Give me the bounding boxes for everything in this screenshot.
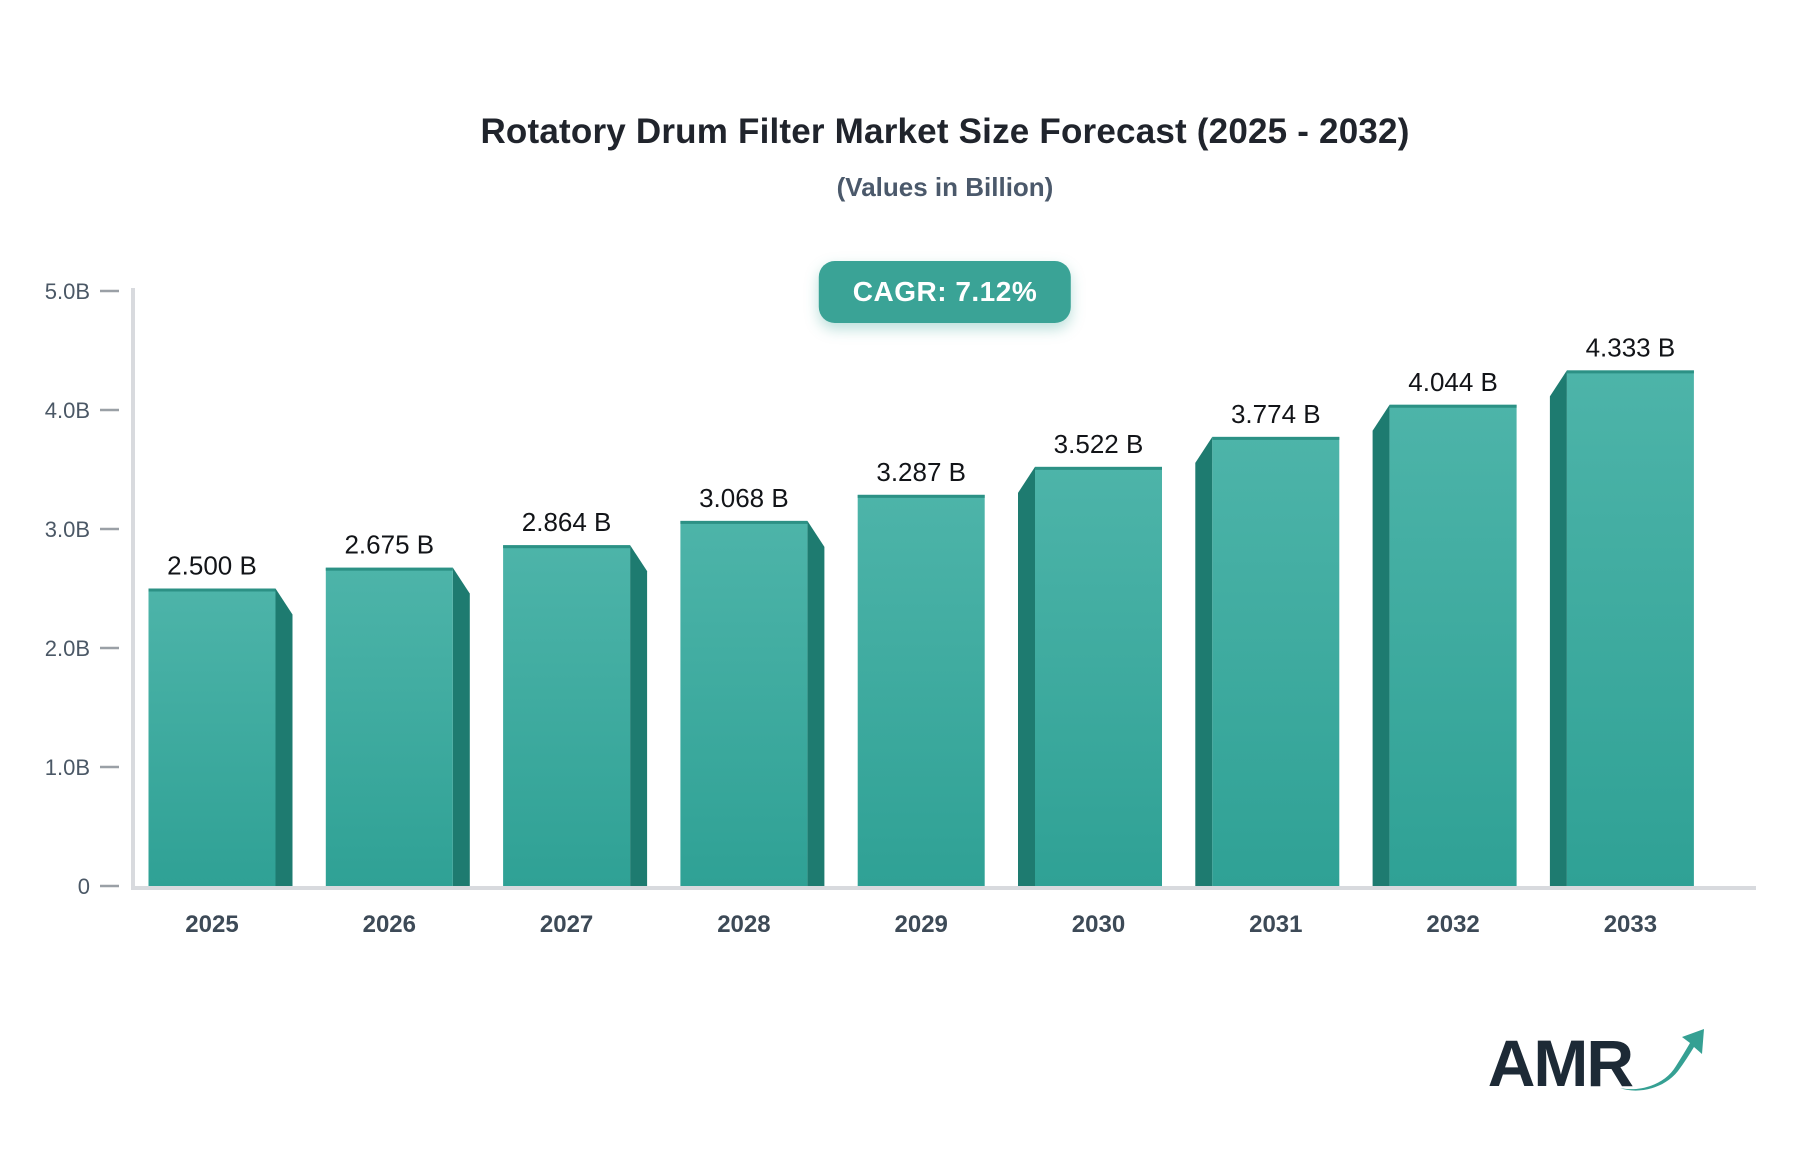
bar-value-label: 4.333 B — [1586, 332, 1676, 362]
bar-top-edge-2032 — [1389, 404, 1517, 408]
x-axis-label: 2031 — [1249, 911, 1302, 938]
bar-top-edge-2029 — [857, 494, 985, 498]
chart-title: Rotatory Drum Filter Market Size Forecas… — [480, 112, 1410, 151]
bar-side-2032 — [1372, 404, 1390, 886]
x-axis-label: 2027 — [540, 911, 593, 938]
bar-value-label: 3.774 B — [1231, 399, 1321, 429]
bar-value-label: 2.864 B — [522, 507, 612, 537]
bar-side-2026 — [452, 567, 470, 886]
amr-logo: AMR — [1488, 1014, 1704, 1096]
chart-subtitle: (Values in Billion) — [836, 172, 1054, 202]
y-axis-tick-label: 3.0B — [45, 517, 90, 542]
bar-value-label: 4.044 B — [1408, 367, 1498, 397]
bar-top-edge-2031 — [1212, 436, 1340, 440]
x-axis-label: 2025 — [185, 911, 238, 938]
bar-2031 — [1212, 436, 1340, 886]
x-axis-label: 2033 — [1604, 911, 1657, 938]
bar-side-2025 — [275, 588, 293, 886]
bar-top-edge-2027 — [503, 545, 631, 549]
growth-arrow-icon — [1620, 1029, 1704, 1091]
cagr-badge: CAGR: 7.12% — [818, 261, 1072, 323]
bar-top-edge-2028 — [680, 520, 808, 524]
bar-2032 — [1389, 404, 1517, 886]
bar-top-edge-2033 — [1566, 370, 1694, 374]
bar-value-label: 3.522 B — [1054, 429, 1144, 459]
bar-top-edge-2030 — [1035, 466, 1162, 470]
bar-2027 — [503, 545, 631, 886]
bar-value-label: 2.675 B — [344, 530, 434, 560]
bar-2030 — [1035, 466, 1162, 886]
bar-2033 — [1566, 370, 1694, 886]
y-axis-tick-label: 5.0B — [45, 279, 90, 304]
x-axis-label: 2026 — [363, 911, 416, 938]
bar-value-label: 3.068 B — [699, 483, 789, 513]
bar-2025 — [148, 588, 276, 886]
bar-side-2028 — [807, 520, 825, 886]
bar-2029 — [857, 494, 985, 886]
bar-2026 — [325, 567, 453, 886]
y-axis-tick-label: 0 — [78, 874, 90, 899]
amr-logo-text: AMR — [1487, 1026, 1634, 1100]
bar-side-2027 — [630, 545, 648, 886]
bar-value-label: 2.500 B — [167, 551, 257, 581]
x-axis-label: 2030 — [1072, 911, 1125, 938]
bar-side-2030 — [1018, 466, 1035, 886]
y-axis-tick-label: 2.0B — [45, 636, 90, 661]
x-axis-label: 2032 — [1426, 911, 1479, 938]
bar-2028 — [680, 520, 808, 886]
y-axis-tick-label: 4.0B — [45, 398, 90, 423]
bar-side-2031 — [1195, 436, 1213, 886]
bar-top-edge-2026 — [325, 567, 453, 571]
y-axis-tick-label: 1.0B — [45, 755, 90, 780]
x-axis-label: 2029 — [895, 911, 948, 938]
bar-value-label: 3.287 B — [876, 457, 966, 487]
x-axis-label: 2028 — [717, 911, 770, 938]
bar-top-edge-2025 — [148, 588, 276, 592]
bar-side-2033 — [1549, 370, 1567, 886]
